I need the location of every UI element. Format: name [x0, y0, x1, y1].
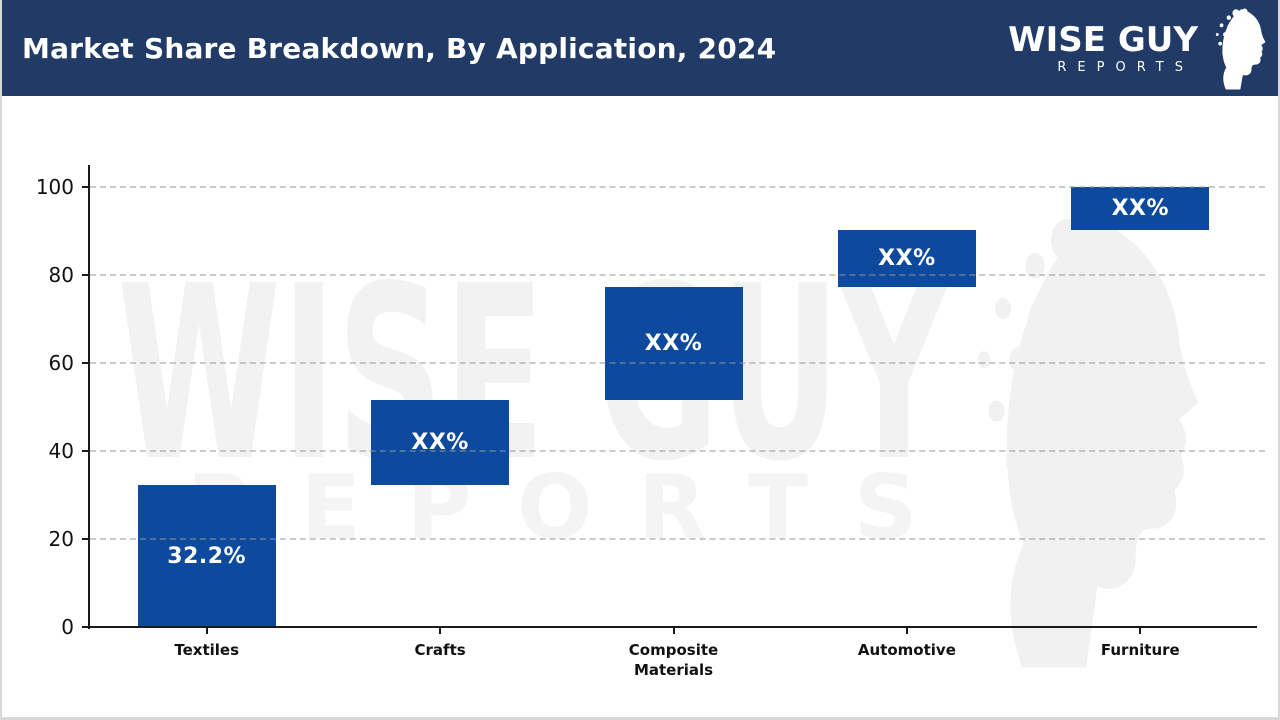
y-tick-mark	[82, 450, 90, 452]
x-category-label: Textiles	[174, 641, 240, 659]
header-bar: Market Share Breakdown, By Application, …	[2, 0, 1278, 96]
bar-composite-materials	[604, 286, 743, 400]
y-tick-label-60: 60	[48, 351, 74, 375]
bar-value-label: 32.2%	[167, 543, 247, 569]
gridline-40	[90, 450, 1265, 452]
y-tick-label-40: 40	[48, 439, 74, 463]
bar-value-label: XX%	[878, 245, 936, 271]
bar-value-label: XX%	[411, 430, 469, 456]
bar-value-label: XX%	[644, 330, 703, 356]
gridline-100	[90, 186, 1265, 188]
x-tick-mark	[1139, 627, 1142, 634]
y-tick-label-100: 100	[35, 175, 74, 199]
chart-title: Market Share Breakdown, By Application, …	[22, 31, 777, 65]
y-axis	[88, 165, 90, 629]
bar-value-label: XX%	[1111, 195, 1170, 221]
y-tick-label-80: 80	[48, 263, 74, 287]
x-category-label: Furniture	[1100, 641, 1180, 659]
x-axis	[88, 626, 1257, 628]
x-tick-mark	[672, 627, 675, 634]
y-tick-mark	[82, 626, 90, 628]
x-tick-mark	[905, 627, 908, 634]
x-tick-mark	[205, 627, 208, 634]
y-tick-mark	[82, 362, 90, 364]
y-tick-mark	[82, 274, 90, 276]
gridline-60	[90, 362, 1265, 364]
gridline-20	[90, 538, 1265, 540]
logo-text-reports: REPORTS	[1057, 60, 1194, 75]
x-tick-mark	[439, 627, 442, 634]
x-category-label: Crafts	[414, 641, 466, 659]
bar-textiles	[137, 485, 276, 627]
x-category-label: Composite Materials	[628, 641, 719, 679]
y-tick-mark	[82, 186, 90, 188]
bar-automotive	[837, 229, 976, 287]
gridline-80	[90, 274, 1265, 276]
bar-crafts	[371, 400, 510, 486]
y-tick-label-20: 20	[48, 527, 74, 551]
wiseguy-logo: WISE GUY REPORTS	[1008, 0, 1268, 96]
y-tick-mark	[82, 538, 90, 540]
logo-text-wiseguy: WISE GUY	[1008, 20, 1198, 60]
wiseguy-head-icon	[1215, 8, 1266, 90]
x-category-label: Automotive	[857, 641, 956, 659]
y-tick-label-0: 0	[61, 615, 74, 639]
